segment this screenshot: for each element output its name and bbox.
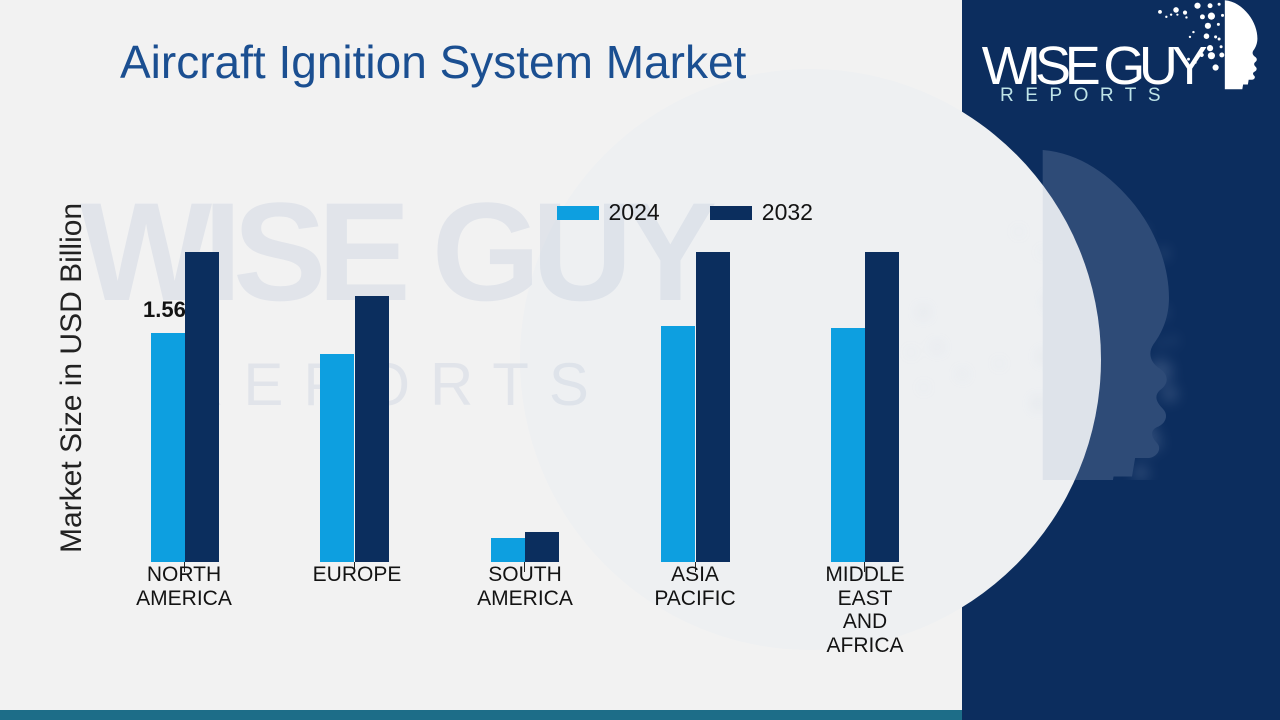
svg-text:REPORTS: REPORTS <box>180 351 609 418</box>
